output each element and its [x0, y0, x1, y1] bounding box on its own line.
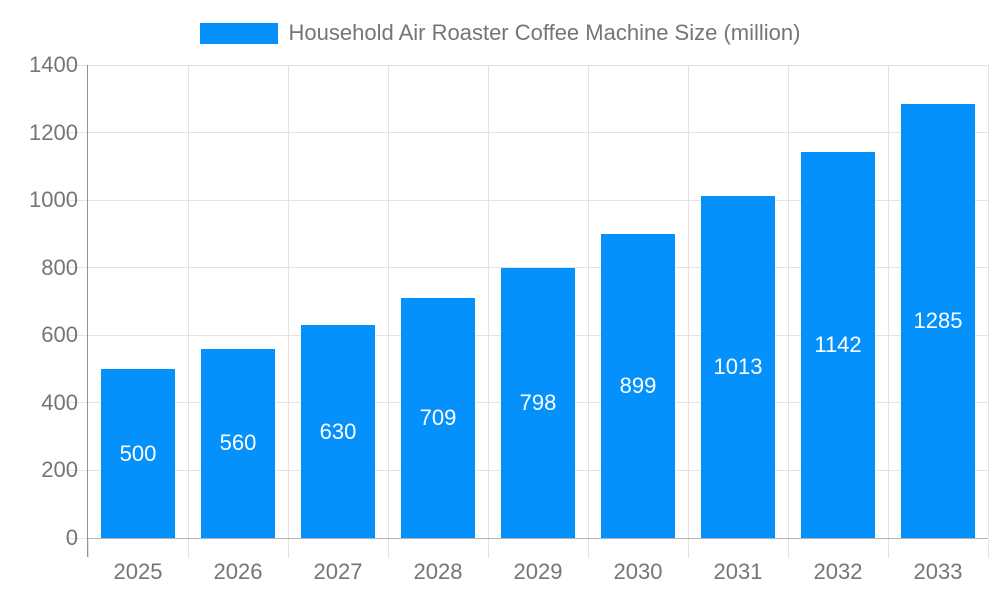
x-axis-tick [487, 539, 489, 558]
bar[interactable]: 1285 [901, 103, 975, 538]
bar-value-label: 1013 [713, 353, 763, 379]
bar[interactable]: 709 [401, 298, 475, 538]
x-axis-label: 2028 [413, 559, 463, 584]
y-axis-tick [67, 402, 87, 404]
bar[interactable]: 1142 [801, 152, 875, 538]
y-axis-tick [67, 267, 87, 269]
grid-line-v [787, 65, 789, 538]
grid-line-h [88, 132, 988, 134]
bar[interactable]: 798 [501, 268, 575, 538]
x-axis-label: 2030 [613, 559, 663, 584]
grid-line-v [887, 65, 889, 538]
bar-value-label: 709 [419, 405, 457, 431]
chart-legend[interactable]: Household Air Roaster Coffee Machine Siz… [0, 21, 1000, 45]
y-axis-label: 400 [41, 389, 78, 415]
x-axis-label: 2033 [913, 559, 963, 584]
x-axis-tick [387, 539, 389, 558]
bar-value-label: 1285 [913, 307, 963, 333]
y-axis-label: 0 [65, 525, 78, 550]
y-axis-label: 1000 [29, 187, 78, 213]
bar[interactable]: 1013 [701, 195, 775, 538]
plot-area: 0 200 400 600 800 1000 1200 1400 2025 500 2026 560 2… [29, 54, 989, 584]
bar[interactable]: 899 [601, 234, 675, 538]
bar[interactable]: 630 [301, 325, 375, 538]
y-axis-tick [67, 64, 87, 66]
y-axis-label: 600 [41, 322, 78, 348]
y-axis-label: 200 [41, 457, 78, 483]
bar-value-label: 500 [119, 440, 157, 466]
grid-line-h [88, 64, 988, 66]
x-axis-label: 2027 [313, 559, 363, 584]
y-axis-tick [67, 469, 87, 471]
x-axis-label: 2031 [713, 559, 763, 584]
x-axis-label: 2032 [813, 559, 863, 584]
grid-line-v [987, 65, 989, 538]
x-axis-label: 2029 [513, 559, 563, 584]
x-axis-label: 2026 [213, 559, 263, 584]
y-axis-tick [67, 334, 87, 336]
grid-line-v [187, 65, 189, 538]
x-axis-tick [787, 539, 789, 558]
grid-line-v [287, 65, 289, 538]
grid-line-h [88, 199, 988, 201]
x-axis-tick [187, 539, 189, 558]
grid-line-h [88, 267, 988, 269]
y-axis-tick [67, 132, 87, 134]
bar-value-label: 899 [619, 373, 657, 399]
x-axis-tick [87, 539, 89, 558]
x-axis-tick [887, 539, 889, 558]
bar-value-label: 560 [219, 430, 257, 456]
y-axis-label: 1400 [29, 52, 78, 77]
x-axis-line [88, 538, 988, 539]
x-axis-tick [987, 539, 989, 558]
bar-value-label: 1142 [814, 332, 862, 358]
x-axis-tick [687, 539, 689, 558]
bar-value-label: 630 [319, 418, 357, 444]
y-axis-tick [67, 537, 87, 539]
bar-value-label: 798 [519, 390, 557, 416]
y-axis-tick [67, 199, 87, 201]
grid-line-v [487, 65, 489, 538]
bar[interactable]: 500 [101, 369, 175, 538]
x-axis-tick [587, 539, 589, 558]
grid-line-v [587, 65, 589, 538]
legend-label: Household Air Roaster Coffee Machine Siz… [288, 20, 801, 45]
y-axis-label: 1200 [29, 119, 78, 145]
bar[interactable]: 560 [201, 348, 275, 538]
y-axis-line [87, 65, 88, 557]
x-axis-tick [287, 539, 289, 558]
legend-swatch-icon [199, 22, 278, 44]
x-axis-label: 2025 [113, 559, 163, 584]
y-axis-label: 800 [41, 254, 78, 280]
grid-line-v [687, 65, 689, 538]
grid-line-v [387, 65, 389, 538]
